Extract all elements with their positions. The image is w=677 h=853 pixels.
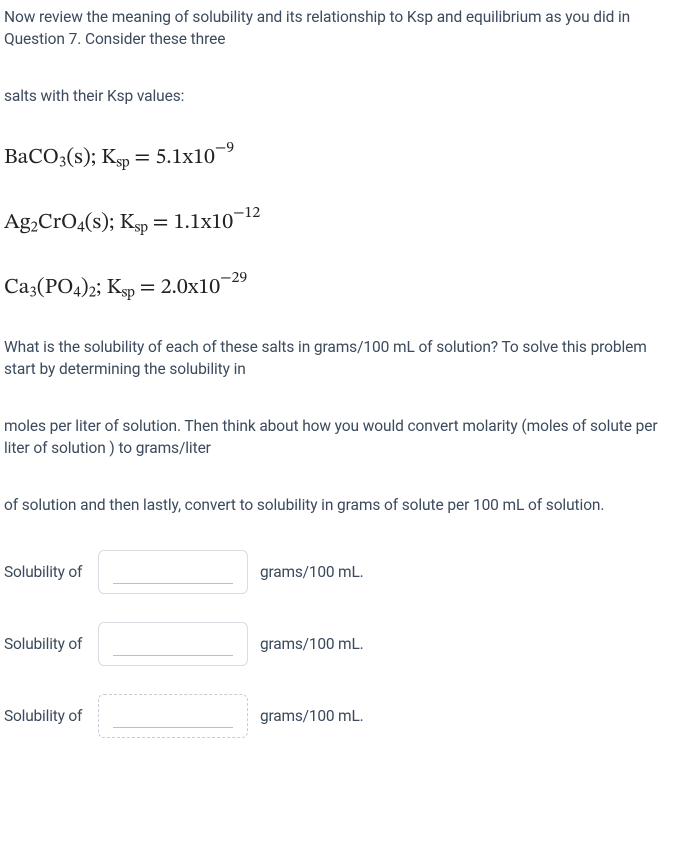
answer-label-right: grams/100 mL. [260,563,363,581]
input-underline [113,727,233,728]
answer-label-left: Solubility of [4,635,98,653]
answer-label-left: Solubility of [4,563,98,581]
ksp-symbol: Ksp [107,277,135,299]
equation-baco3: BaCO3(s); Ksp = 5.1x10−9 [4,141,673,172]
semicolon: ; [91,147,102,169]
solubility-input-3[interactable] [98,694,248,738]
equation-ag2cro4: Ag2CrO4(s); Ksp = 1.1x10−12 [4,206,673,237]
semicolon: ; [96,277,107,299]
spacer [4,516,673,550]
input-underline [113,655,233,656]
answer-label-right: grams/100 mL. [260,707,363,725]
semicolon: ; [109,212,120,234]
solubility-input-1[interactable] [98,550,248,594]
paragraph-line-5: of solution and then lastly, convert to … [4,494,673,516]
answer-row-2: Solubility of grams/100 mL. [4,622,673,666]
solubility-input-2[interactable] [98,622,248,666]
value: 5.1x10−9 [155,147,234,169]
answer-row-1: Solubility of grams/100 mL. [4,550,673,594]
answer-label-right: grams/100 mL. [260,635,363,653]
formula: Ca3(PO4)2 [4,277,96,299]
spacer [4,460,673,494]
formula: Ag2CrO4(s) [4,212,109,234]
spacer [4,51,673,85]
ksp-symbol: Ksp [101,147,129,169]
paragraph-line-2: salts with their Ksp values: [4,85,673,107]
spacer [4,172,673,206]
spacer [4,107,673,141]
answer-row-3: Solubility of grams/100 mL. [4,694,673,738]
spacer [4,381,673,415]
value: 2.0x10−29 [161,277,248,299]
value: 1.1x10−12 [174,212,261,234]
paragraph-line-3: What is the solubility of each of these … [4,336,673,381]
equals: = [134,277,160,299]
spacer [4,237,673,271]
spacer [4,302,673,336]
input-underline [113,583,233,584]
paragraph-line-1: Now review the meaning of solubility and… [4,6,673,51]
equals: = [147,212,173,234]
paragraph-line-4: moles per liter of solution. Then think … [4,415,673,460]
ksp-symbol: Ksp [120,212,148,234]
equation-ca3po42: Ca3(PO4)2; Ksp = 2.0x10−29 [4,271,673,302]
equals: = [129,147,155,169]
question-page: Now review the meaning of solubility and… [0,0,677,758]
answer-label-left: Solubility of [4,707,98,725]
formula: BaCO3(s) [4,147,91,169]
